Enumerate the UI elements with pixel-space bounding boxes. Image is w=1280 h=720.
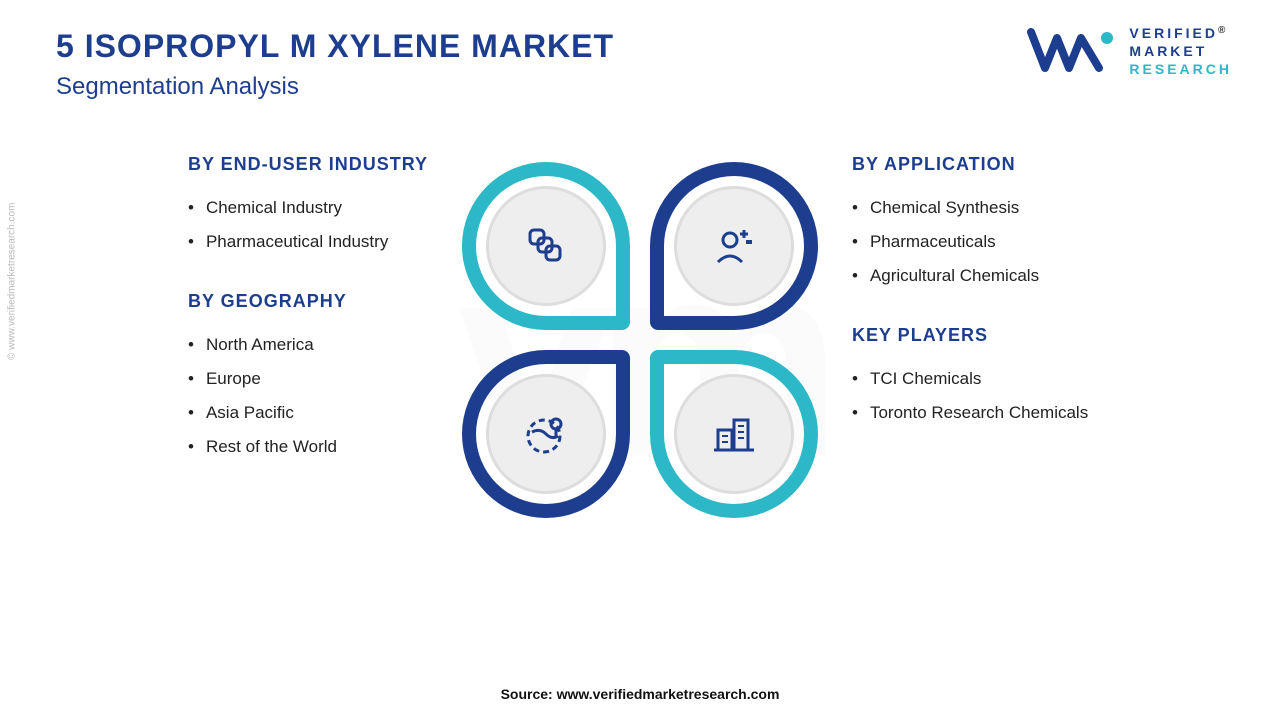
segment-geography: BY GEOGRAPHY North AmericaEuropeAsia Pac… — [188, 287, 436, 464]
list-item: Pharmaceutical Industry — [188, 225, 436, 259]
center-petal-graphic — [460, 160, 820, 520]
buildings-icon — [710, 410, 758, 458]
logo-text: VERIFIED® MARKET RESEARCH — [1129, 24, 1232, 79]
logo-mark-icon — [1027, 24, 1117, 78]
segment-list: Chemical SynthesisPharmaceuticalsAgricul… — [852, 191, 1164, 293]
segment-list: TCI ChemicalsToronto Research Chemicals — [852, 362, 1164, 430]
segment-list: North AmericaEuropeAsia PacificRest of t… — [188, 328, 436, 464]
list-item: Chemical Synthesis — [852, 191, 1164, 225]
segment-keyplayers: KEY PLAYERS TCI ChemicalsToronto Researc… — [852, 321, 1164, 430]
segment-title: KEY PLAYERS — [852, 321, 1164, 350]
list-item: Europe — [188, 362, 436, 396]
list-item: Agricultural Chemicals — [852, 259, 1164, 293]
left-column: BY END-USER INDUSTRY Chemical IndustryPh… — [116, 150, 436, 492]
segment-title: BY GEOGRAPHY — [188, 287, 436, 316]
globe-pin-icon — [522, 410, 570, 458]
petal-bottom-left — [462, 350, 630, 518]
brand-logo: VERIFIED® MARKET RESEARCH — [1027, 24, 1232, 79]
content-area: BY END-USER INDUSTRY Chemical IndustryPh… — [0, 150, 1280, 520]
petal-top-left — [462, 162, 630, 330]
header: 5 ISOPROPYL M XYLENE MARKET Segmentation… — [56, 28, 614, 101]
segment-enduser: BY END-USER INDUSTRY Chemical IndustryPh… — [188, 150, 436, 259]
page-title: 5 ISOPROPYL M XYLENE MARKET — [56, 28, 614, 65]
petal-top-right — [650, 162, 818, 330]
petal-bottom-right — [650, 350, 818, 518]
list-item: Chemical Industry — [188, 191, 436, 225]
list-item: Pharmaceuticals — [852, 225, 1164, 259]
person-icon — [710, 222, 758, 270]
layers-icon — [522, 222, 570, 270]
list-item: Toronto Research Chemicals — [852, 396, 1164, 430]
right-column: BY APPLICATION Chemical SynthesisPharmac… — [844, 150, 1164, 458]
list-item: Asia Pacific — [188, 396, 436, 430]
list-item: Rest of the World — [188, 430, 436, 464]
segment-application: BY APPLICATION Chemical SynthesisPharmac… — [852, 150, 1164, 293]
list-item: North America — [188, 328, 436, 362]
source-text: Source: www.verifiedmarketresearch.com — [0, 686, 1280, 702]
page-subtitle: Segmentation Analysis — [56, 73, 614, 101]
segment-title: BY APPLICATION — [852, 150, 1164, 179]
segment-list: Chemical IndustryPharmaceutical Industry — [188, 191, 436, 259]
segment-title: BY END-USER INDUSTRY — [188, 150, 436, 179]
list-item: TCI Chemicals — [852, 362, 1164, 396]
